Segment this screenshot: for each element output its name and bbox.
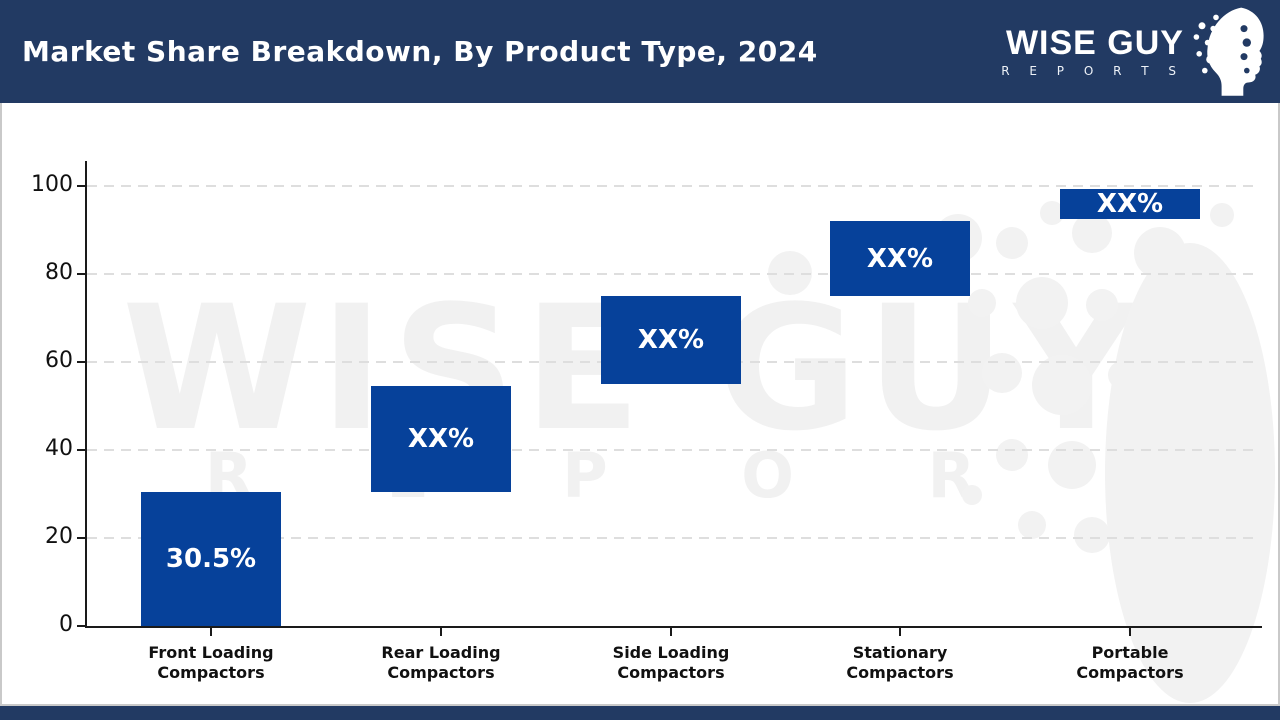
y-tick-label: 60 bbox=[45, 348, 73, 373]
y-tick-mark bbox=[77, 273, 85, 275]
y-tick-mark bbox=[77, 449, 85, 451]
brand-logo: WISE GUY R E P O R T S bbox=[1001, 6, 1272, 96]
y-tick-label: 40 bbox=[45, 436, 73, 461]
gridline bbox=[87, 185, 1260, 187]
face-profile-dots-icon bbox=[1193, 7, 1264, 96]
y-tick-mark bbox=[77, 537, 85, 539]
y-axis-spine bbox=[85, 161, 87, 628]
bar-segment: 30.5% bbox=[141, 491, 281, 626]
brand-name: WISE GUY bbox=[1005, 23, 1184, 62]
x-tick-mark bbox=[440, 628, 442, 636]
category-label: Stationary Compactors bbox=[846, 643, 954, 682]
brand-subname: R E P O R T S bbox=[1001, 63, 1184, 78]
category-label: Portable Compactors bbox=[1076, 643, 1184, 682]
brand-logo-text: WISE GUY R E P O R T S bbox=[1001, 25, 1184, 78]
chart-figure: WISE GUY R E P O R T S 0 20 40 60 80 100 30.5%… bbox=[0, 103, 1280, 706]
plot-area: WISE GUY R E P O R T S 0 20 40 60 80 100 30.5%… bbox=[2, 103, 1278, 704]
bar-value-label: XX% bbox=[637, 325, 705, 355]
page-title: Market Share Breakdown, By Product Type,… bbox=[22, 35, 818, 68]
gridline bbox=[87, 273, 1260, 275]
bar-segment: XX% bbox=[601, 296, 741, 384]
x-tick-mark bbox=[670, 628, 672, 636]
bar-segment: XX% bbox=[371, 386, 511, 492]
x-tick-mark bbox=[210, 628, 212, 636]
bar-value-label: XX% bbox=[866, 243, 934, 274]
category-label: Rear Loading Compactors bbox=[381, 643, 501, 682]
y-tick-mark bbox=[77, 185, 85, 187]
y-tick-label: 20 bbox=[45, 524, 73, 549]
y-tick-label: 0 bbox=[59, 612, 73, 637]
y-tick-mark bbox=[77, 625, 85, 627]
x-tick-mark bbox=[899, 628, 901, 636]
category-label: Side Loading Compactors bbox=[612, 643, 730, 682]
bar-value-label: XX% bbox=[407, 423, 475, 454]
x-tick-mark bbox=[1129, 628, 1131, 636]
header-bar: Market Share Breakdown, By Product Type,… bbox=[0, 0, 1280, 103]
bar-value-label: 30.5% bbox=[165, 543, 257, 574]
bar-segment: XX% bbox=[830, 221, 970, 296]
gridline bbox=[87, 537, 1260, 539]
y-tick-label: 100 bbox=[31, 172, 73, 197]
category-label: Front Loading Compactors bbox=[148, 643, 274, 682]
x-axis-spine bbox=[85, 626, 1262, 628]
y-tick-label: 80 bbox=[45, 260, 73, 285]
bar-value-label: XX% bbox=[1096, 189, 1164, 220]
footer-bar bbox=[0, 706, 1280, 720]
gridline bbox=[87, 449, 1260, 451]
y-tick-mark bbox=[77, 361, 85, 363]
bar-segment: XX% bbox=[1060, 189, 1200, 219]
